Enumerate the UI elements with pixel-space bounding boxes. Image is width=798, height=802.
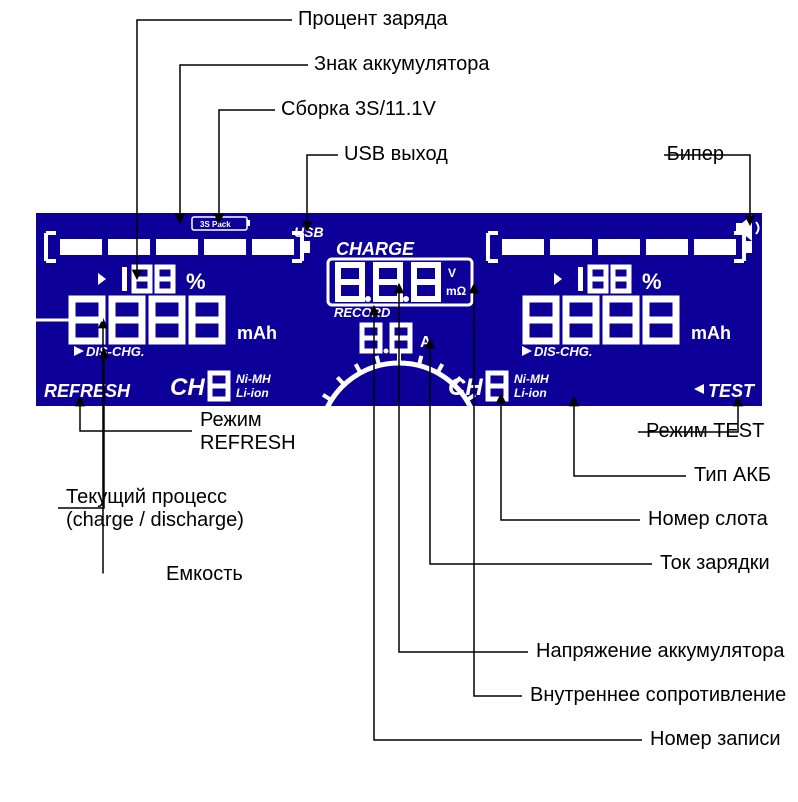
callout-bl-1-label: Текущий процесс(charge / discharge): [66, 486, 244, 532]
record-label: RECORD: [334, 305, 391, 320]
callout-bl-2-label: Емкость: [166, 563, 243, 586]
callout-top-2: [219, 110, 275, 222]
callout-br-0-label: Режим TEST: [646, 420, 764, 443]
svg-text:mΩ: mΩ: [446, 284, 467, 298]
svg-text:%: %: [642, 269, 662, 294]
callout-br-1-label: Тип АКБ: [694, 464, 771, 487]
svg-text:CH: CH: [170, 374, 205, 401]
callout-br-3-label: Ток зарядки: [660, 552, 770, 575]
callout-top-0-label: Процент заряда: [298, 8, 448, 31]
callout-top-3-label: USB выход: [344, 143, 448, 166]
callout-br-2-label: Номер слота: [648, 508, 768, 531]
callout-top-1-label: Знак аккумулятора: [314, 53, 490, 76]
pack-label: 3S Pack: [200, 220, 231, 229]
test-label: TEST: [708, 381, 756, 401]
callout-br-6-label: Номер записи: [650, 728, 781, 751]
callout-br-5-label: Внутреннее сопротивление: [530, 684, 786, 707]
callout-br-2: [501, 395, 640, 520]
refresh-label: REFRESH: [44, 381, 131, 401]
svg-text:V: V: [448, 266, 456, 280]
svg-text:Li-ion: Li-ion: [236, 386, 269, 400]
callout-top-1: [180, 65, 308, 222]
charge-label: CHARGE: [336, 239, 415, 259]
svg-text:%: %: [186, 269, 206, 294]
svg-text:mAh: mAh: [691, 323, 731, 343]
callout-top-2-label: Сборка 3S/11.1V: [281, 98, 436, 121]
callout-br-4-label: Напряжение аккумулятора: [536, 640, 785, 663]
svg-text:Li-ion: Li-ion: [514, 386, 547, 400]
svg-text:DIS-CHG.: DIS-CHG.: [534, 344, 593, 359]
svg-text:DIS-CHG.: DIS-CHG.: [86, 344, 145, 359]
callout-topright-0-label: Бипер: [667, 143, 724, 166]
callout-bl-0-label: РежимREFRESH: [200, 409, 296, 455]
svg-text:mAh: mAh: [237, 323, 277, 343]
svg-text:Ni-MH: Ni-MH: [236, 372, 271, 386]
svg-text:Ni-MH: Ni-MH: [514, 372, 549, 386]
